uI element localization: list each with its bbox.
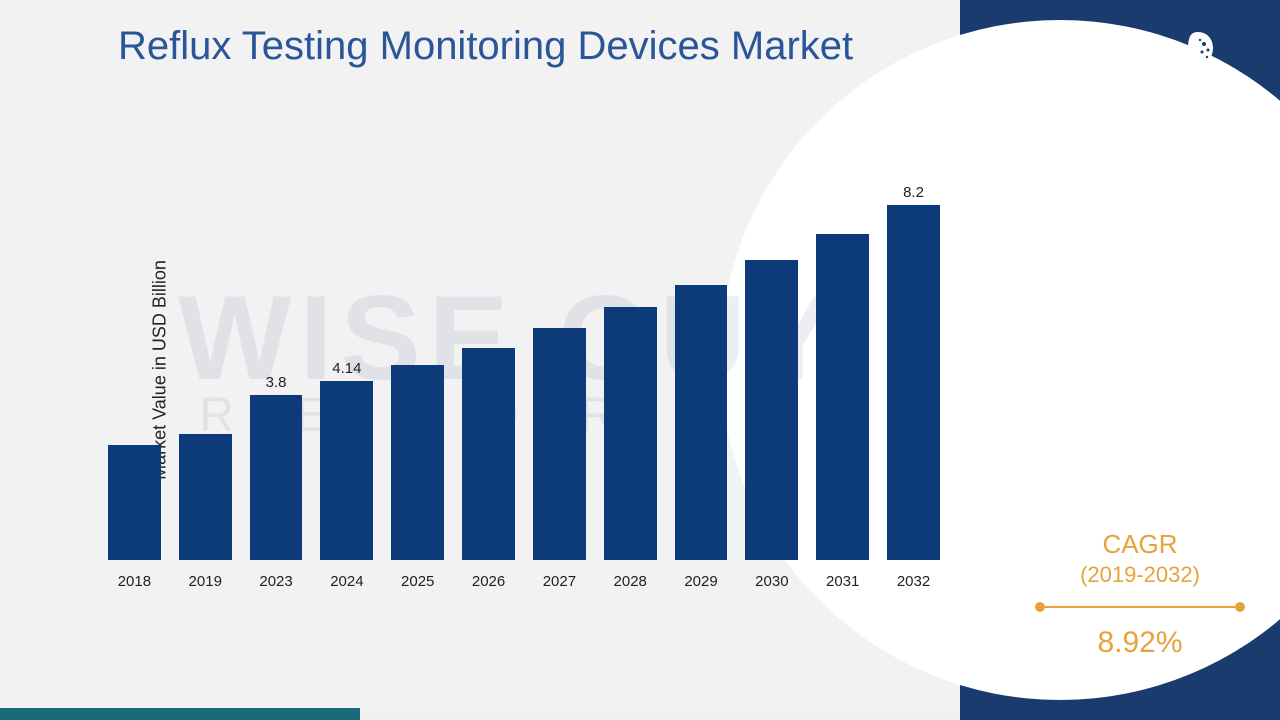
x-tick-label: 2032: [887, 573, 940, 590]
bar-rect: [179, 434, 232, 560]
head-icon: [1178, 30, 1218, 78]
x-tick-label: 2030: [745, 573, 798, 590]
bar-2023: 3.8: [250, 395, 303, 560]
bar-rect: [604, 307, 657, 560]
bottom-accent-strip: [0, 708, 360, 720]
bar-rect: [250, 395, 303, 560]
bars-container: 3.8 4.14 8.2: [108, 170, 940, 560]
cagr-years: (2019-2032): [1040, 562, 1240, 588]
cagr-divider: [1040, 606, 1240, 608]
brand-logo: WISE GUY R E P O R T S: [984, 30, 1250, 96]
bar-rect: [108, 445, 161, 560]
bar-2027: [533, 328, 586, 560]
logo-text: WISE GUY: [984, 36, 1168, 73]
x-tick-label: 2018: [108, 573, 161, 590]
bar-2030: [745, 260, 798, 560]
chart-title: Reflux Testing Monitoring Devices Market: [118, 22, 853, 70]
bar-rect: [462, 348, 515, 560]
bar-2029: [675, 285, 728, 560]
bar-rect: [745, 260, 798, 560]
bar-rect: [816, 234, 869, 560]
x-tick-label: 2019: [179, 573, 232, 590]
bar-2031: [816, 234, 869, 560]
x-axis-labels: 2018 2019 2023 2024 2025 2026 2027 2028 2029 2030…: [108, 573, 940, 590]
x-tick-label: 2028: [604, 573, 657, 590]
bar-2019: [179, 434, 232, 560]
bar-2028: [604, 307, 657, 560]
bar-chart: Market Value in USD Billion 3.84.148.2 2…: [60, 150, 940, 590]
bar-2018: [108, 445, 161, 560]
bar-2024: 4.14: [320, 381, 373, 560]
cagr-label: CAGR: [1040, 529, 1240, 560]
bar-rect: [391, 365, 444, 560]
cagr-value: 8.92%: [1040, 626, 1240, 660]
bar-value-label: 8.2: [903, 184, 924, 201]
bar-rect: [533, 328, 586, 560]
x-tick-label: 2023: [250, 573, 303, 590]
logo-subtext: R E P O R T S: [984, 80, 1204, 96]
x-tick-label: 2025: [391, 573, 444, 590]
x-tick-label: 2026: [462, 573, 515, 590]
bar-rect: [320, 381, 373, 560]
x-tick-label: 2031: [816, 573, 869, 590]
cagr-panel: CAGR (2019-2032) 8.92%: [1040, 529, 1240, 660]
x-tick-label: 2024: [320, 573, 373, 590]
bar-value-label: 4.14: [332, 360, 361, 377]
bar-2032: 8.2: [887, 205, 940, 560]
bar-rect: [887, 205, 940, 560]
bar-rect: [675, 285, 728, 560]
x-tick-label: 2029: [675, 573, 728, 590]
x-tick-label: 2027: [533, 573, 586, 590]
bar-2026: [462, 348, 515, 560]
bar-2025: [391, 365, 444, 560]
bar-value-label: 3.8: [266, 374, 287, 391]
